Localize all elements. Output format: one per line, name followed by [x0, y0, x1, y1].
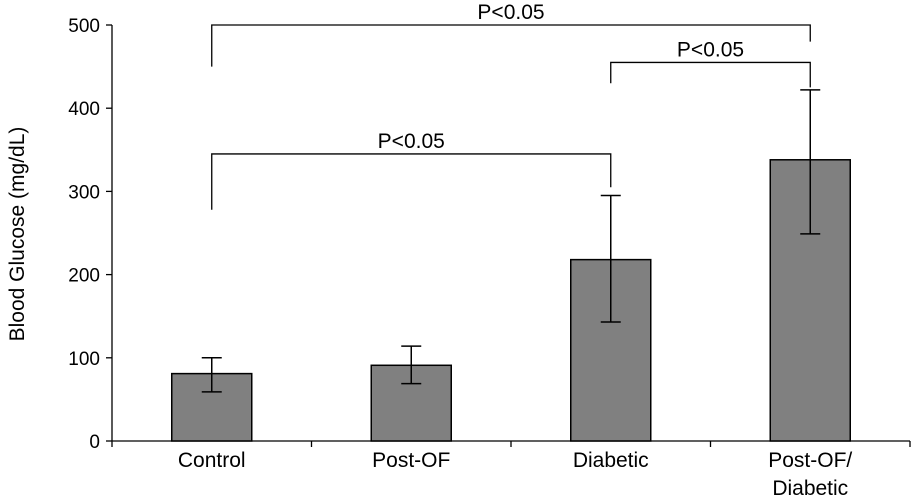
y-tick-label: 300 [68, 182, 100, 203]
y-tick-label: 400 [68, 99, 100, 120]
y-tick-label: 0 [89, 432, 100, 453]
x-tick-label: Post-OF/ [768, 449, 852, 472]
y-tick-label: 200 [68, 266, 100, 287]
error-bars [201, 89, 821, 393]
significance-brackets: P<0.05 P<0.05 P<0.05 [211, 1, 811, 210]
bar [370, 364, 452, 442]
y-tick-label: 100 [68, 349, 100, 370]
significance-bracket [211, 24, 811, 67]
significance-bracket [610, 61, 811, 88]
significance-label: P<0.05 [677, 38, 744, 61]
significance-label: P<0.05 [477, 1, 544, 24]
y-axis-label: Blood Glucose (mg/dL) [6, 127, 29, 342]
significance-label: P<0.05 [378, 130, 445, 153]
bar [171, 372, 253, 442]
x-tick-label: Diabetic [772, 477, 848, 500]
y-axis: 0 100 200 300 400 500 [68, 16, 113, 453]
x-tick-label: Control [178, 449, 246, 472]
x-tick-label: Post-OF [372, 449, 450, 472]
significance-bracket [211, 153, 612, 210]
x-tick-label: Diabetic [573, 449, 649, 472]
bars [171, 159, 851, 442]
y-tick-label: 500 [68, 16, 100, 37]
x-axis: Control Post-OF Diabetic Post-OF/Diabetic [111, 440, 911, 500]
